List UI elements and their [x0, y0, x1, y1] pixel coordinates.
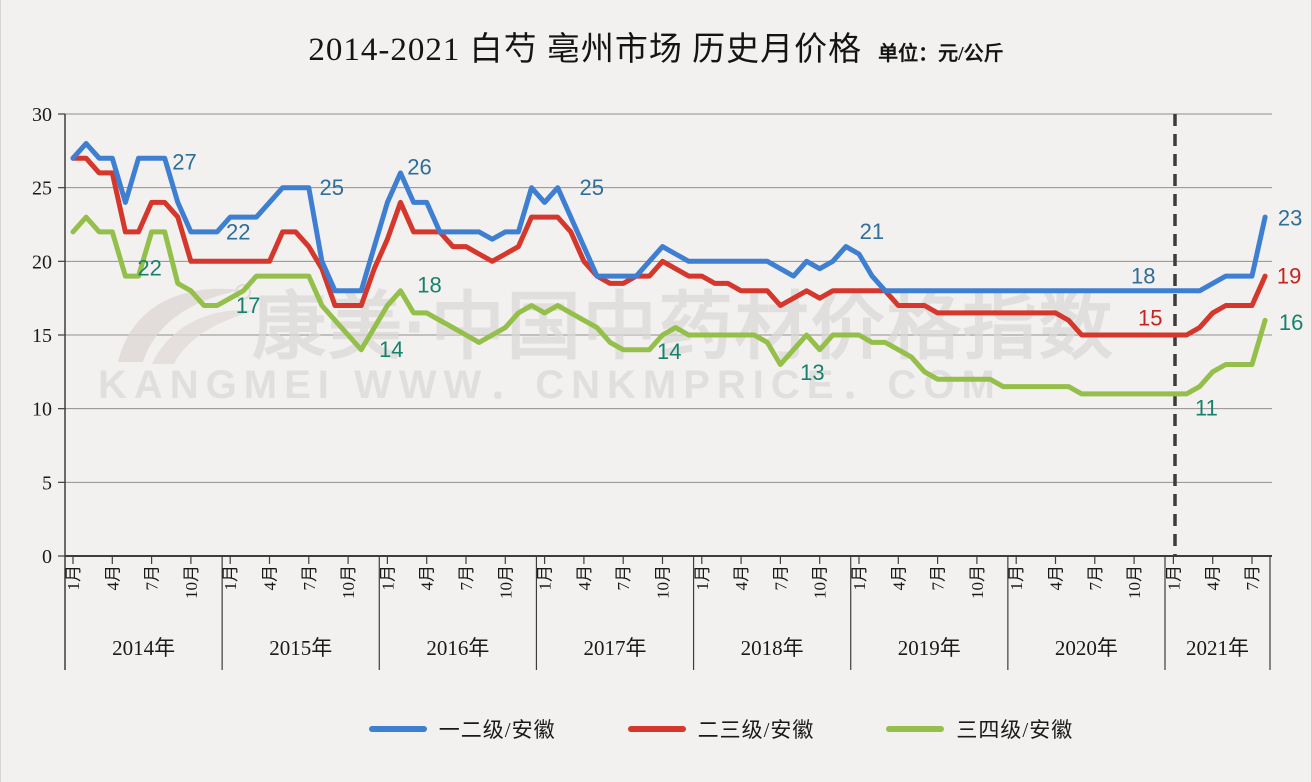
point-label: 27	[172, 150, 196, 175]
month-tick-label: 1月	[1164, 565, 1183, 591]
point-label: 16	[1279, 310, 1303, 335]
legend-swatch-grade23-line-icon	[627, 726, 686, 732]
month-tick-label: 10月	[968, 565, 987, 599]
month-tick-label: 1月	[850, 565, 869, 591]
month-tick-label: 7月	[771, 565, 790, 591]
month-tick-label: 7月	[143, 565, 162, 591]
month-tick-label: 7月	[457, 565, 476, 591]
month-tick-label: 1月	[536, 565, 555, 591]
point-label: 26	[407, 154, 431, 179]
month-tick-label: 1月	[221, 565, 240, 591]
kangmei-swoosh-logo-icon	[118, 288, 242, 362]
month-tick-label: 4月	[418, 565, 437, 591]
point-label: 15	[1138, 306, 1162, 331]
point-label: 13	[800, 360, 824, 385]
month-tick-label: 4月	[889, 565, 908, 591]
point-label: 18	[417, 272, 441, 297]
point-label: 18	[1131, 263, 1155, 288]
point-label: 19	[1277, 264, 1301, 289]
legend-label-grade23: 二三级/安徽	[697, 718, 815, 742]
month-tick-label: 1月	[693, 565, 712, 591]
point-label: 14	[657, 339, 681, 364]
point-label: 23	[1278, 206, 1302, 231]
month-tick-label: 4月	[103, 565, 122, 591]
month-tick-label: 4月	[732, 565, 751, 591]
point-label: 25	[320, 175, 344, 200]
series-line-三四级/安徽	[70, 214, 1268, 397]
kangmei-swoosh-logo-icon	[152, 310, 254, 364]
legend-label-grade34: 三四级/安徽	[956, 718, 1074, 742]
point-label: 11	[1195, 395, 1218, 420]
point-label: 21	[860, 219, 884, 244]
month-tick-label: 10月	[654, 565, 673, 599]
year-label: 2020年	[1055, 636, 1118, 660]
registered-mark-icon	[235, 284, 251, 300]
month-tick-label: 7月	[1243, 565, 1262, 591]
year-label: 2021年	[1186, 636, 1249, 660]
month-tick-label: 4月	[575, 565, 594, 591]
y-axis-tick-label: 0	[42, 546, 52, 568]
legend-item-grade34: 三四级/安徽	[886, 714, 1073, 744]
year-label: 2019年	[898, 636, 961, 660]
y-axis-tick-label: 5	[42, 472, 52, 494]
year-label: 2016年	[426, 636, 489, 660]
month-tick-label: 1月	[1007, 565, 1026, 591]
month-tick-label: 7月	[929, 565, 948, 591]
point-label: 14	[379, 337, 403, 362]
y-axis-tick-label: 15	[32, 325, 52, 347]
y-axis-tick-label: 10	[32, 399, 52, 421]
month-tick-label: 10月	[182, 565, 201, 599]
point-label: 17	[236, 293, 260, 318]
month-tick-label: 7月	[300, 565, 319, 591]
year-label: 2018年	[741, 636, 804, 660]
unit-label: 单位：元/公斤	[878, 43, 1004, 65]
month-tick-label: 4月	[1047, 565, 1066, 591]
month-tick-label: 10月	[1125, 565, 1144, 599]
month-tick-label: 10月	[496, 565, 515, 599]
watermark-line2: KANGMEI WWW．CNKMPRICE．COM	[98, 363, 1002, 407]
series-line-二三级/安徽	[70, 155, 1268, 338]
legend-label-grade12: 一二级/安徽	[438, 718, 556, 742]
chart-legend: 一二级/安徽 二三级/安徽 三四级/安徽	[0, 714, 1312, 744]
month-tick-label: 4月	[1204, 565, 1223, 591]
y-axis-tick-label: 25	[32, 178, 52, 200]
legend-item-grade12: 一二级/安徽	[368, 714, 556, 744]
legend-swatch-grade34-line-icon	[886, 726, 945, 732]
point-label: 25	[579, 175, 603, 200]
page-title: 2014-2021 白芍 亳州市场 历史月价格	[308, 32, 863, 68]
month-tick-label: 10月	[811, 565, 830, 599]
year-label: 2014年	[112, 636, 175, 660]
chart-header: 2014-2021 白芍 亳州市场 历史月价格 单位：元/公斤	[0, 22, 1312, 70]
year-label: 2015年	[269, 636, 332, 660]
month-tick-label: 7月	[614, 565, 633, 591]
year-label: 2017年	[584, 636, 647, 660]
y-axis-tick-label: 20	[32, 251, 52, 273]
month-tick-label: 1月	[378, 565, 397, 591]
legend-item-grade23: 二三级/安徽	[627, 714, 815, 744]
legend-swatch-grade12-line-icon	[368, 726, 427, 732]
y-axis-tick-label: 30	[32, 104, 52, 126]
month-tick-label: 1月	[64, 565, 83, 591]
point-label: 22	[137, 255, 161, 280]
month-tick-label: 4月	[261, 565, 280, 591]
series-line-一二级/安徽	[70, 141, 1268, 294]
month-tick-label: 10月	[339, 565, 358, 599]
month-tick-label: 7月	[1086, 565, 1105, 591]
point-label: 22	[226, 220, 250, 245]
